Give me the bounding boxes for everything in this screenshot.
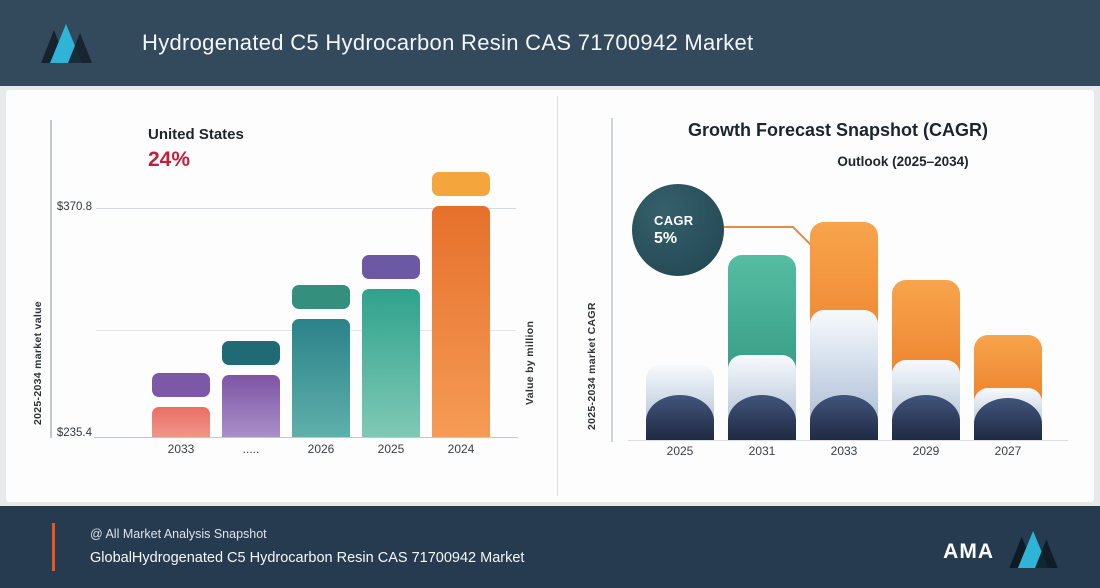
- us-bar-cap: [432, 172, 490, 196]
- gf-bar-segment-navy: [810, 395, 878, 440]
- us-bar-column: [292, 157, 350, 437]
- us-x-tick: 2033: [167, 442, 195, 456]
- gf-bar-segment-navy: [646, 395, 714, 440]
- footer-tagline: @ All Market Analysis Snapshot: [90, 527, 267, 541]
- us-bar-cap: [222, 341, 280, 365]
- us-bar-cap: [362, 255, 420, 279]
- growth-forecast-panel: 2025-2034 market CAGR Growth Forecast Sn…: [558, 90, 1094, 502]
- us-x-tick: 2025: [377, 442, 405, 456]
- cagr-badge: CAGR 5%: [632, 184, 724, 276]
- gf-x-axis-line: [628, 440, 1068, 441]
- us-bar: [432, 206, 490, 437]
- us-bar: [152, 407, 210, 437]
- footer-accent-line: [52, 523, 55, 571]
- panel-divider: [557, 96, 558, 496]
- us-x-tick: .....: [242, 442, 260, 456]
- footer-brand: AMA: [943, 530, 1062, 573]
- gf-y-axis-line: [611, 118, 613, 442]
- gf-bar-segment-navy: [974, 398, 1042, 440]
- gf-bar-column: [646, 200, 714, 440]
- gf-x-tick: 2029: [912, 444, 940, 458]
- gf-x-tick: 2031: [748, 444, 776, 458]
- page-title: Hydrogenated C5 Hydrocarbon Resin CAS 71…: [142, 30, 754, 55]
- gf-x-tick: 2027: [994, 444, 1022, 458]
- us-bar: [292, 319, 350, 437]
- us-tick-top: $370.8: [56, 201, 92, 213]
- gf-xlabels: 2025 2031 2033 2029 2027: [646, 444, 1042, 458]
- us-bars: [152, 157, 490, 437]
- gf-bar-column: [728, 200, 796, 440]
- connector-line-icon: [724, 226, 819, 253]
- us-bar: [362, 289, 420, 437]
- gf-bar-column: [892, 200, 960, 440]
- us-xlabels: 2033..... 2026 2025 2024: [152, 442, 490, 456]
- header-bar: Hydrogenated C5 Hydrocarbon Resin CAS 71…: [0, 0, 1100, 86]
- us-right-axis-title: Value by million: [524, 320, 536, 405]
- gf-y-axis-title: 2025-2034 market CAGR: [586, 302, 598, 430]
- gridline-top: [96, 208, 516, 209]
- us-y-axis-line: [50, 120, 52, 438]
- cagr-badge-value: 5%: [654, 229, 678, 247]
- gf-x-tick: 2033: [830, 444, 858, 458]
- us-bar-cap: [292, 285, 350, 309]
- us-bar: [222, 375, 280, 437]
- us-bar-column: [152, 157, 210, 437]
- forecast-title: Growth Forecast Snapshot (CAGR): [687, 120, 988, 140]
- us-bar-cap: [152, 373, 210, 397]
- gf-x-tick: 2025: [666, 444, 694, 458]
- us-market-panel: 2025-2034 market value United States 24%…: [6, 90, 557, 502]
- gf-bar-column: [974, 200, 1042, 440]
- gf-bar-column: [810, 200, 878, 440]
- main-card: 2025-2034 market value United States 24%…: [6, 90, 1094, 502]
- us-x-tick: 2026: [307, 442, 335, 456]
- us-bar-column: [362, 157, 420, 437]
- brand-name: AMA: [943, 539, 994, 563]
- country-cagr-value: 24%: [148, 148, 191, 171]
- us-bar-column: [222, 157, 280, 437]
- gf-bars: [646, 200, 1042, 440]
- ama-logo-icon: [40, 23, 96, 63]
- footer-report-title: GlobalHydrogenated C5 Hydrocarbon Resin …: [90, 550, 525, 566]
- gf-bar-segment-navy: [728, 395, 796, 440]
- forecast-subtitle: Outlook (2025–2034): [837, 154, 969, 169]
- cagr-badge-label: CAGR: [654, 212, 694, 228]
- us-x-tick: 2024: [447, 442, 475, 456]
- us-tick-bottom: $235.4: [56, 427, 92, 439]
- footer-bar: @ All Market Analysis Snapshot GlobalHyd…: [0, 506, 1100, 588]
- us-x-axis-line: [94, 437, 518, 438]
- country-label: United States: [148, 126, 244, 143]
- us-bar-column: [432, 157, 490, 437]
- us-y-axis-title: 2025-2034 market value: [32, 301, 44, 425]
- gf-bar-segment-navy: [892, 395, 960, 440]
- ama-logo-footer-icon: [1008, 530, 1062, 573]
